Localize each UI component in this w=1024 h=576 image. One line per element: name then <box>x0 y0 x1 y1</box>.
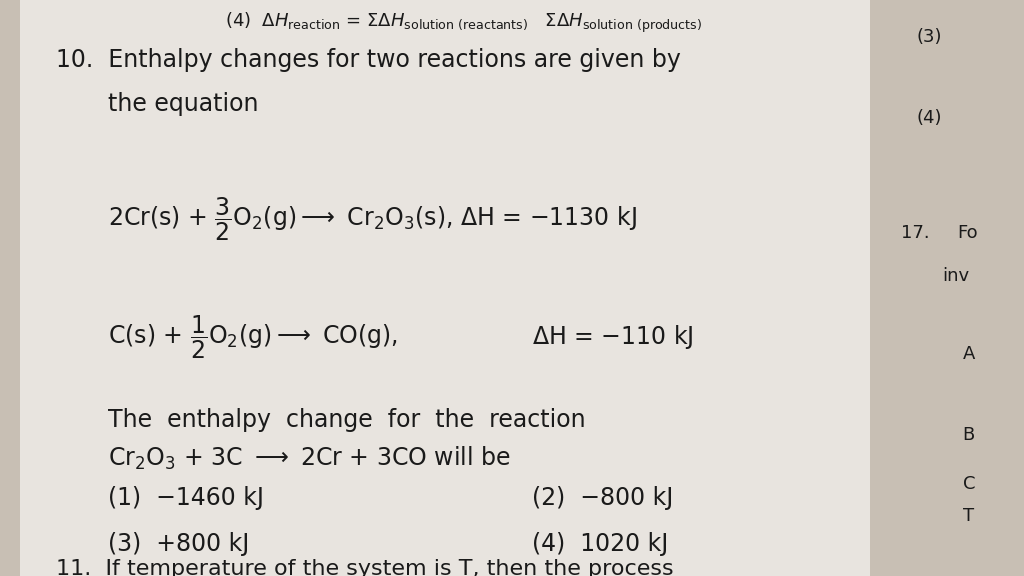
Text: (3)  +800 kJ: (3) +800 kJ <box>108 532 249 556</box>
Text: 2Cr(s) + $\dfrac{3}{2}$O$_2$(g)$\longrightarrow$ Cr$_2$O$_3$(s), $\Delta$H = $-$: 2Cr(s) + $\dfrac{3}{2}$O$_2$(g)$\longrig… <box>108 195 637 242</box>
Text: (4)  $\Delta H_{\rm reaction}$ = $\Sigma\Delta H_{\rm solution\ (reactants)}$   : (4) $\Delta H_{\rm reaction}$ = $\Sigma\… <box>225 11 702 35</box>
Text: (3): (3) <box>916 28 942 47</box>
Text: (2)  −800 kJ: (2) −800 kJ <box>532 486 674 510</box>
Text: A: A <box>963 345 975 363</box>
Text: 11.  If temperature of the system is T, then the process: 11. If temperature of the system is T, t… <box>56 559 674 576</box>
Text: 17.: 17. <box>901 224 930 242</box>
Text: B: B <box>963 426 975 444</box>
Text: (1)  −1460 kJ: (1) −1460 kJ <box>108 486 263 510</box>
Text: T: T <box>963 506 974 525</box>
FancyBboxPatch shape <box>20 0 870 576</box>
Text: the equation: the equation <box>108 92 258 116</box>
Text: Cr$_2$O$_3$ + 3C $\longrightarrow$ 2Cr + 3CO will be: Cr$_2$O$_3$ + 3C $\longrightarrow$ 2Cr +… <box>108 444 510 472</box>
Text: (4)  1020 kJ: (4) 1020 kJ <box>532 532 669 556</box>
Text: C: C <box>963 475 975 493</box>
Text: Fo: Fo <box>957 224 978 242</box>
Text: The  enthalpy  change  for  the  reaction: The enthalpy change for the reaction <box>108 408 585 433</box>
Text: inv: inv <box>942 267 969 286</box>
Text: C(s) + $\dfrac{1}{2}$O$_2$(g)$\longrightarrow$ CO(g),: C(s) + $\dfrac{1}{2}$O$_2$(g)$\longright… <box>108 313 397 361</box>
Text: $\Delta$H = $-$110 kJ: $\Delta$H = $-$110 kJ <box>532 323 694 351</box>
Text: (4): (4) <box>916 109 942 127</box>
Text: 10.  Enthalpy changes for two reactions are given by: 10. Enthalpy changes for two reactions a… <box>56 48 681 73</box>
